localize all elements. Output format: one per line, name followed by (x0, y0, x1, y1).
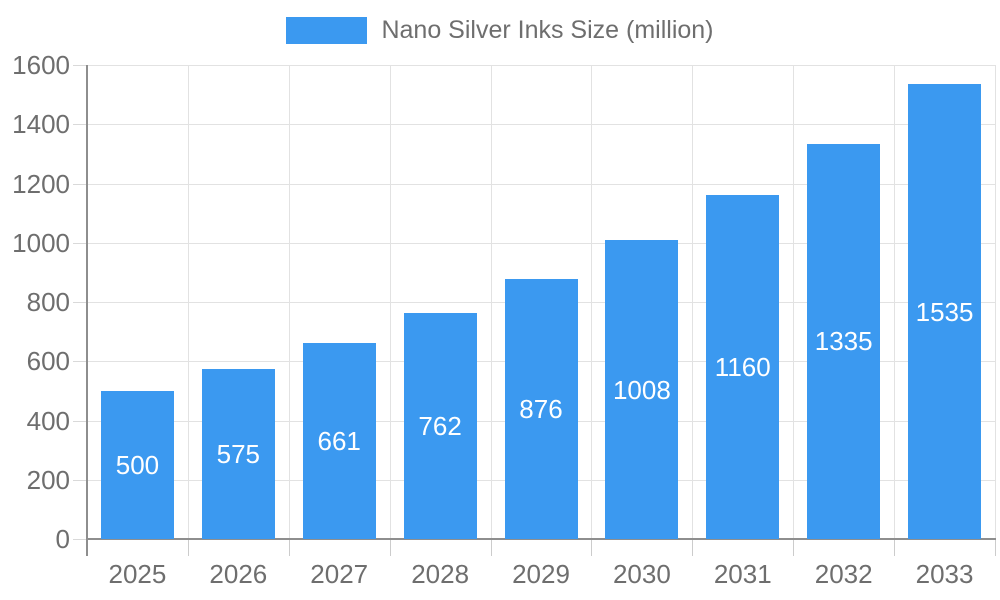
y-tick-label: 1600 (12, 50, 70, 80)
y-gridline (87, 242, 995, 244)
y-tick-label: 1400 (12, 109, 70, 140)
y-tick-label: 800 (26, 287, 70, 317)
y-gridline (87, 183, 995, 185)
x-gridline (490, 65, 492, 539)
x-tick-label: 2026 (209, 559, 268, 589)
bar: 1008 (605, 240, 679, 539)
x-gridline (692, 65, 694, 539)
y-axis-tick (73, 124, 87, 126)
x-tick-label: 2030 (612, 559, 671, 589)
x-axis-tick (995, 539, 996, 556)
bar-value-label: 661 (317, 426, 361, 457)
bar-value-label: 575 (216, 438, 261, 469)
x-axis-tick (187, 539, 189, 556)
y-axis-line (86, 65, 88, 556)
bar-value-label: 1335 (814, 326, 873, 357)
bar-value-label: 500 (115, 449, 160, 480)
x-gridline (187, 65, 189, 539)
bar: 1160 (706, 195, 780, 539)
y-axis-tick (73, 302, 87, 303)
y-gridline (87, 65, 995, 66)
bar-value-label: 876 (519, 394, 563, 425)
x-gridline (389, 65, 391, 539)
y-axis-tick (73, 361, 87, 363)
x-axis-tick (490, 539, 492, 556)
y-gridline (87, 124, 995, 126)
y-tick-label: 0 (55, 524, 70, 554)
bar: 1335 (807, 143, 881, 539)
x-axis-tick (389, 539, 391, 556)
x-tick-label: 2031 (713, 559, 772, 589)
bar-value-label: 1008 (612, 374, 671, 405)
y-tick-label: 600 (26, 346, 70, 377)
x-gridline (591, 65, 593, 539)
legend: Nano Silver Inks Size (million) (0, 17, 1000, 44)
bar: 876 (504, 279, 578, 539)
x-gridline (793, 65, 795, 539)
x-axis-tick (692, 539, 694, 556)
x-tick-label: 2027 (310, 559, 369, 589)
bar: 1535 (908, 84, 982, 539)
y-axis-tick (73, 420, 87, 422)
x-tick-label: 2028 (411, 559, 470, 589)
x-tick-label: 2029 (512, 559, 570, 589)
x-tick-label: 2032 (814, 559, 873, 589)
y-axis-tick (73, 539, 87, 540)
bar-value-label: 1160 (714, 352, 771, 383)
y-tick-label: 200 (26, 464, 70, 495)
y-axis-tick (73, 242, 87, 244)
bar: 762 (403, 313, 477, 539)
y-axis-tick (73, 65, 87, 66)
x-axis-line (86, 538, 996, 540)
bar-value-label: 762 (418, 411, 462, 442)
x-axis-tick (793, 539, 795, 556)
x-axis-tick (894, 539, 896, 556)
x-gridline (894, 65, 896, 539)
legend-swatch (286, 17, 368, 44)
x-gridline (288, 65, 290, 539)
bar: 575 (201, 368, 275, 539)
y-tick-label: 1200 (12, 168, 70, 199)
y-axis-tick (73, 183, 87, 185)
bar: 661 (302, 343, 376, 539)
bar-value-label: 1535 (915, 296, 974, 327)
x-gridline (995, 65, 996, 539)
bar: 500 (100, 390, 174, 539)
y-tick-label: 1000 (12, 227, 70, 258)
y-axis-tick (73, 479, 87, 481)
y-tick-label: 400 (26, 405, 70, 436)
x-tick-label: 2025 (108, 559, 167, 589)
x-tick-label: 2033 (915, 559, 974, 589)
x-axis-tick (591, 539, 593, 556)
legend-label: Nano Silver Inks Size (million) (381, 16, 714, 44)
x-axis-tick (288, 539, 290, 556)
